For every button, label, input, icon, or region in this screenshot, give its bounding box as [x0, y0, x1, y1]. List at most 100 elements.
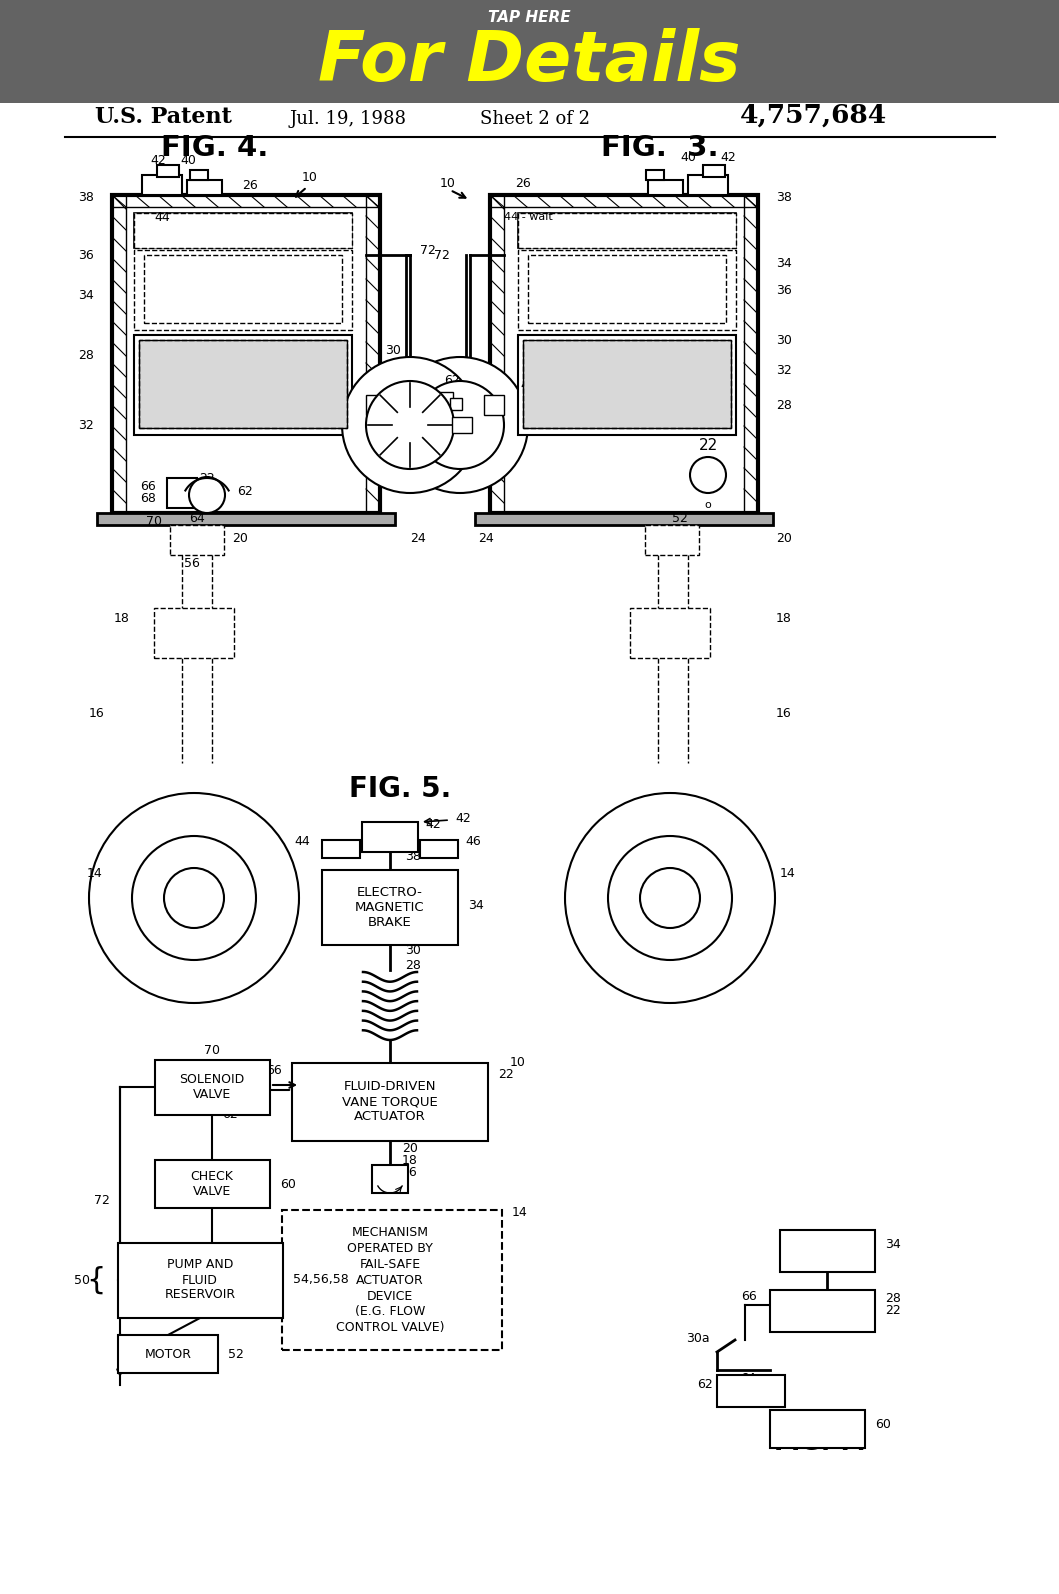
Bar	[322, 840, 360, 858]
Bar	[170, 524, 225, 555]
Text: FIG. 5.: FIG. 5.	[348, 775, 451, 803]
Bar	[134, 214, 352, 249]
Circle shape	[342, 357, 478, 493]
Bar	[717, 1376, 785, 1408]
Text: 22: 22	[199, 472, 215, 485]
Bar	[139, 340, 347, 429]
Text: 56: 56	[184, 556, 200, 569]
Text: 62: 62	[444, 373, 460, 386]
Text: 14: 14	[511, 1207, 527, 1219]
Bar	[134, 250, 352, 330]
Bar	[703, 166, 725, 177]
Text: 12: 12	[197, 625, 213, 638]
Bar	[118, 1336, 218, 1372]
Text: 16: 16	[776, 706, 792, 719]
Text: Jul. 19, 1988: Jul. 19, 1988	[290, 110, 407, 128]
Bar	[452, 418, 472, 434]
Bar	[372, 1165, 408, 1192]
Circle shape	[164, 869, 225, 928]
Text: SOLENOID
VALVE: SOLENOID VALVE	[179, 1073, 245, 1101]
Text: 66: 66	[140, 480, 156, 493]
Text: 18: 18	[114, 612, 130, 625]
Bar	[322, 870, 457, 945]
Circle shape	[690, 457, 726, 493]
Bar	[154, 607, 234, 658]
Text: 18: 18	[776, 612, 792, 625]
Text: 46: 46	[465, 835, 481, 848]
Text: 54,56,58: 54,56,58	[293, 1274, 348, 1286]
Bar	[648, 180, 683, 194]
Text: 20: 20	[232, 531, 248, 545]
Bar	[518, 335, 736, 435]
Text: 30a: 30a	[686, 1331, 710, 1344]
Text: 14: 14	[86, 867, 102, 880]
Bar	[630, 607, 710, 658]
Text: 46: 46	[520, 378, 536, 392]
Text: {: {	[87, 1266, 106, 1294]
Bar	[362, 823, 418, 853]
Text: 72: 72	[94, 1194, 110, 1207]
Bar	[139, 340, 347, 429]
Bar	[518, 214, 736, 249]
Text: 62: 62	[697, 1379, 713, 1392]
Text: 34: 34	[776, 257, 792, 269]
Text: Sheet 2 of 2: Sheet 2 of 2	[480, 110, 590, 128]
Text: 68: 68	[140, 491, 156, 504]
Text: 72: 72	[420, 244, 436, 257]
Text: MOTOR: MOTOR	[144, 1347, 192, 1361]
Text: 40: 40	[180, 153, 196, 166]
Text: 44: 44	[155, 210, 169, 223]
Text: 24: 24	[410, 531, 426, 545]
Text: MECHANISM
OPERATED BY
FAIL-SAFE
ACTUATOR
DEVICE
(E.G. FLOW
CONTROL VALVE): MECHANISM OPERATED BY FAIL-SAFE ACTUATOR…	[336, 1226, 444, 1334]
Text: 42: 42	[455, 811, 471, 824]
Text: 14: 14	[780, 867, 795, 880]
Circle shape	[566, 792, 775, 1003]
Circle shape	[189, 477, 225, 513]
Bar	[518, 250, 736, 330]
Text: 42: 42	[720, 150, 736, 164]
Text: 42: 42	[425, 818, 441, 830]
Text: 20: 20	[402, 1141, 418, 1154]
Text: 72: 72	[434, 249, 450, 261]
Text: 60: 60	[444, 395, 460, 408]
Bar	[770, 1411, 865, 1447]
Text: 60: 60	[875, 1419, 891, 1431]
Text: 30: 30	[385, 343, 401, 357]
Text: 26: 26	[515, 177, 531, 190]
Text: PUMP AND
FLUID
RESERVOIR: PUMP AND FLUID RESERVOIR	[164, 1259, 235, 1301]
Text: o: o	[704, 501, 712, 510]
Bar	[450, 398, 462, 410]
Text: FLUID-DRIVEN
VANE TORQUE
ACTUATOR: FLUID-DRIVEN VANE TORQUE ACTUATOR	[342, 1081, 437, 1124]
Text: 50: 50	[402, 408, 418, 421]
Text: 22: 22	[698, 437, 718, 453]
Bar	[523, 340, 731, 429]
Text: 60: 60	[280, 1178, 295, 1191]
Bar	[523, 340, 731, 429]
Text: 28: 28	[78, 349, 94, 362]
Text: 32: 32	[78, 419, 94, 432]
Text: 68: 68	[290, 1095, 306, 1108]
Text: 38: 38	[78, 191, 94, 204]
Text: 58: 58	[449, 416, 471, 434]
Text: 34: 34	[468, 899, 484, 912]
Bar	[118, 1243, 283, 1318]
Bar	[112, 194, 380, 513]
Text: 16: 16	[402, 1165, 417, 1178]
Text: 26: 26	[243, 179, 257, 191]
Circle shape	[640, 869, 700, 928]
Text: TAP HERE: TAP HERE	[488, 10, 571, 26]
Bar	[142, 175, 182, 194]
Text: 70: 70	[204, 1044, 220, 1057]
Circle shape	[416, 381, 504, 469]
Text: 52: 52	[672, 512, 688, 524]
Text: FIG. 7.: FIG. 7.	[774, 1431, 866, 1455]
Text: 64: 64	[740, 1371, 756, 1385]
Text: 28: 28	[885, 1291, 901, 1304]
Bar	[0, 0, 1059, 104]
Text: 44 - wait: 44 - wait	[504, 212, 553, 222]
Circle shape	[392, 357, 528, 493]
Text: 22: 22	[885, 1304, 901, 1317]
Text: 16: 16	[88, 706, 104, 719]
Text: 10: 10	[510, 1057, 526, 1070]
Text: FIG.  3.: FIG. 3.	[602, 134, 719, 163]
